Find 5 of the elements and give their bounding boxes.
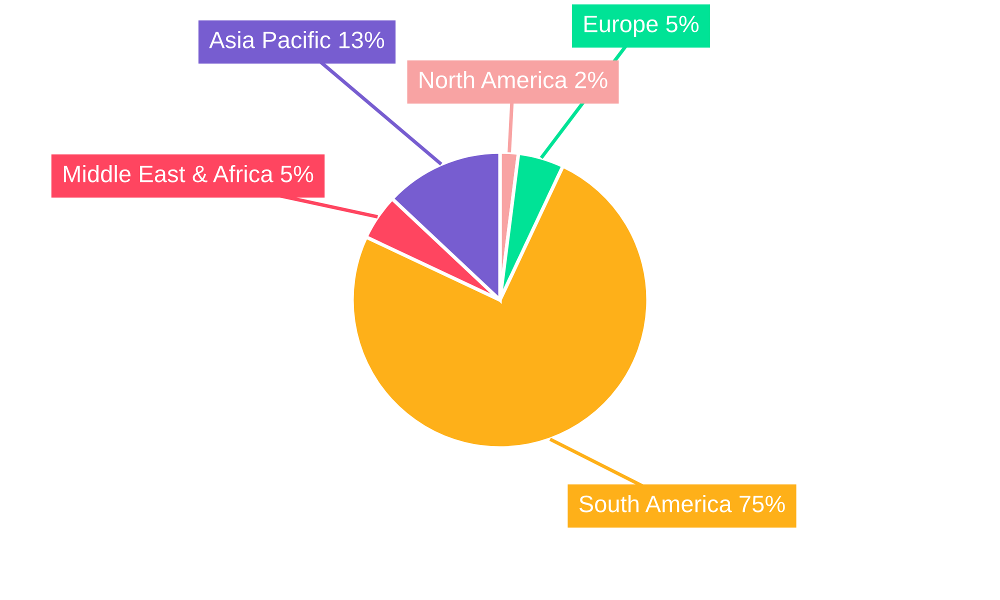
- slice-label: Europe 5%: [584, 16, 699, 38]
- slice-label: North America 2%: [420, 70, 608, 88]
- slice-label: Middle East & Africa 5%: [64, 164, 314, 182]
- slice-label: South America 75%: [579, 494, 785, 512]
- slice-label: Asia Pacific 13%: [209, 30, 384, 48]
